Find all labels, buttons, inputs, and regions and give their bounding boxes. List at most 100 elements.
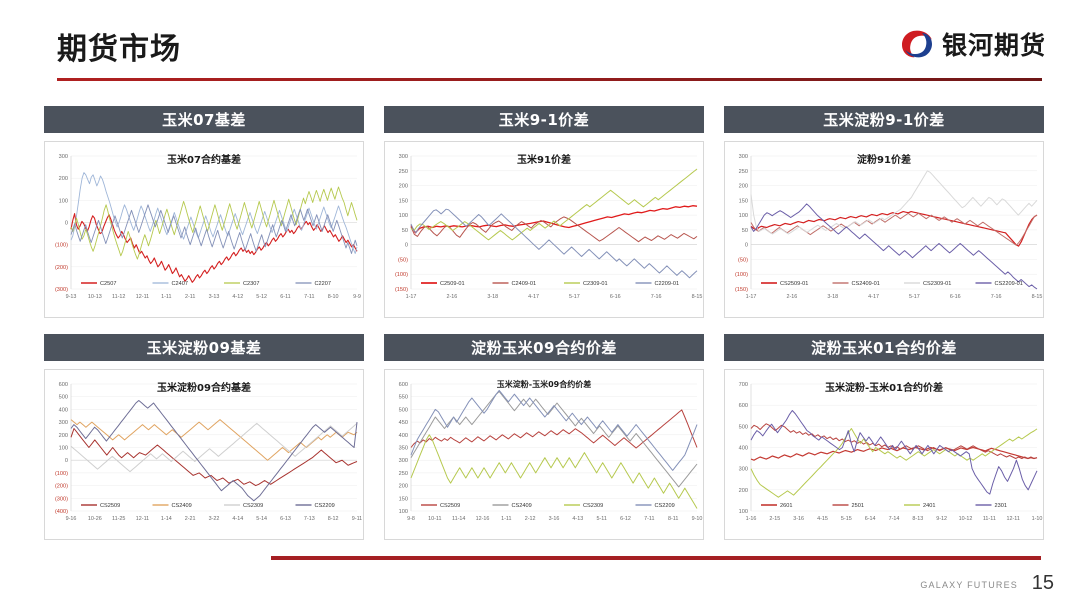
y-tick-label: 200 — [59, 433, 68, 439]
panel-header-corn-07-basis: 玉米07基差 — [44, 106, 364, 133]
x-tick-label: 1-11 — [161, 294, 171, 300]
x-tick-label: 6-16 — [610, 294, 621, 300]
series-line-C2407 — [70, 172, 358, 254]
series-line-C2309-01 — [410, 168, 698, 241]
y-tick-label: 50 — [402, 228, 408, 234]
legend-label-CS2309: CS2309 — [243, 503, 263, 509]
footer-divider — [271, 556, 1041, 560]
y-tick-label: 100 — [59, 446, 68, 452]
x-tick-label: 8-11 — [668, 516, 678, 522]
x-tick-label: 7-16 — [991, 294, 1002, 300]
x-tick-label: 3-18 — [827, 294, 838, 300]
brand-name: 银河期货 — [941, 31, 1046, 60]
chart-title: 玉米淀粉-玉米09合约价差 — [496, 380, 592, 389]
y-tick-label: (50) — [738, 257, 748, 263]
y-tick-label: 500 — [739, 424, 748, 430]
series-line-2501 — [750, 423, 1038, 459]
y-tick-label: 450 — [399, 420, 408, 426]
x-tick-label: 9-10 — [692, 516, 703, 522]
brand-lockup: 银河期货 — [900, 26, 1046, 62]
x-tick-label: 6-13 — [280, 516, 291, 522]
x-tick-label: 1-14 — [161, 516, 172, 522]
x-tick-label: 11-11 — [983, 516, 996, 522]
y-tick-label: 400 — [399, 433, 408, 439]
y-tick-label: 0 — [405, 243, 408, 249]
series-line-CS2309 — [70, 422, 358, 473]
chart-panel-starch-corn-01-spread: 淀粉玉米01合约价差 700 600 500 400 300 200 100 1-16 2-15 3… — [724, 334, 1044, 540]
y-tick-label: 500 — [399, 407, 408, 413]
panel-title: 玉米淀粉9-1价差 — [823, 111, 945, 129]
x-tick-label: 4-15 — [817, 516, 828, 522]
y-tick-label: 150 — [399, 496, 408, 502]
y-tick-label: 100 — [59, 198, 68, 204]
chart-body-corn-9-1-spread: 300 250 200 150 100 50 0 (50) (100) (150) 1-17 2-16… — [384, 141, 704, 318]
slide-header: 期货市场 银河期货 — [0, 0, 1080, 88]
y-tick-label: 350 — [399, 446, 408, 452]
legend-label-CS2509: CS2509 — [440, 503, 460, 509]
x-tick-label: 2-16 — [786, 294, 797, 300]
series-line-C2207 — [70, 204, 358, 254]
legend-label-C2407: C2407 — [172, 281, 188, 287]
x-tick-label: 2-11 — [185, 294, 195, 300]
chart-title: 淀粉91价差 — [857, 155, 911, 166]
legend-label-CS2509-01: CS2509-01 — [780, 281, 808, 287]
x-tick-label: 4-17 — [868, 294, 879, 300]
legend-label-C2409-01: C2409-01 — [512, 281, 537, 287]
y-tick-label: 600 — [739, 403, 748, 409]
series-line-2601 — [750, 446, 1038, 461]
y-tick-label: (200) — [55, 265, 68, 271]
x-tick-label: 2-21 — [185, 516, 196, 522]
x-tick-label: 9-13 — [66, 294, 77, 300]
x-tick-label: 5-11 — [596, 516, 606, 522]
y-tick-label: 250 — [739, 169, 748, 175]
x-tick-label: 4-17 — [528, 294, 539, 300]
series-line-C2409-01 — [410, 216, 698, 243]
legend-label-CS2209: CS2209 — [655, 503, 675, 509]
series-line-CS2509 — [410, 409, 698, 449]
legend-label-C2507: C2507 — [100, 281, 116, 287]
x-tick-label: 6-11 — [280, 294, 290, 300]
y-tick-label: 100 — [399, 509, 408, 515]
legend-label-C2509-01: C2509-01 — [440, 281, 465, 287]
x-tick-label: 1-17 — [406, 294, 417, 300]
y-tick-label: (200) — [55, 484, 68, 490]
x-tick-label: 6-12 — [620, 516, 631, 522]
x-tick-label: 7-11 — [644, 516, 654, 522]
y-tick-label: 100 — [739, 509, 748, 515]
panel-header-corn-9-1-spread: 玉米9-1价差 — [384, 106, 704, 133]
panel-header-starch-corn-01-spread: 淀粉玉米01合约价差 — [724, 334, 1044, 361]
x-tick-label: 7-13 — [304, 516, 315, 522]
chart-title: 玉米淀粉09合约基差 — [157, 383, 251, 394]
header-divider — [57, 78, 1042, 81]
y-tick-label: 700 — [739, 382, 748, 388]
x-tick-label: 11-12 — [112, 294, 125, 300]
x-tick-label: 8-15 — [1032, 294, 1043, 300]
y-tick-label: 200 — [59, 176, 68, 182]
x-tick-label: 3-16 — [793, 516, 804, 522]
y-tick-label: 100 — [399, 213, 408, 219]
x-tick-label: 9-12 — [936, 516, 947, 522]
galaxy-swirl-icon — [901, 30, 932, 58]
x-tick-label: 3-13 — [209, 294, 220, 300]
chart-panel-corn-9-1-spread: 玉米9-1价差 300 250 200 150 100 50 0 (50) (100) (150) 1… — [384, 106, 704, 318]
series-line-CS2309-01 — [750, 170, 1038, 235]
x-tick-label: 1-10 — [1032, 516, 1043, 522]
x-tick-label: 4-12 — [232, 294, 243, 300]
series-line-CS2409 — [410, 391, 698, 488]
chart-body-corn-07-basis: 300 200 100 0 (100) (200) (300) 9-13 10-13 11-12 1… — [44, 141, 364, 318]
x-tick-label: 5-14 — [256, 516, 267, 522]
chart-panel-starch-09-basis: 玉米淀粉09基差 600 500 400 300 200 100 0 (100) (200) (30… — [44, 334, 364, 540]
chart-svg-starch-09-basis: 6005004003002001000(100)(200)(300)(400)9… — [55, 382, 362, 522]
x-tick-label: 2-15 — [769, 516, 780, 522]
y-tick-label: 150 — [399, 198, 408, 204]
panel-title: 淀粉玉米09合约价差 — [471, 339, 617, 357]
panel-title: 玉米9-1价差 — [498, 111, 590, 129]
panel-header-starch-corn-09-spread: 淀粉玉米09合约价差 — [384, 334, 704, 361]
chart-panel-starch-9-1-spread: 玉米淀粉9-1价差 300 250 200 150 100 50 0 (50) (100) (150… — [724, 106, 1044, 318]
legend-label-2601: 2601 — [780, 503, 792, 509]
x-tick-label: 7-14 — [889, 516, 900, 522]
legend-label-C2209-01: C2209-01 — [655, 281, 680, 287]
x-tick-label: 1-17 — [746, 294, 757, 300]
